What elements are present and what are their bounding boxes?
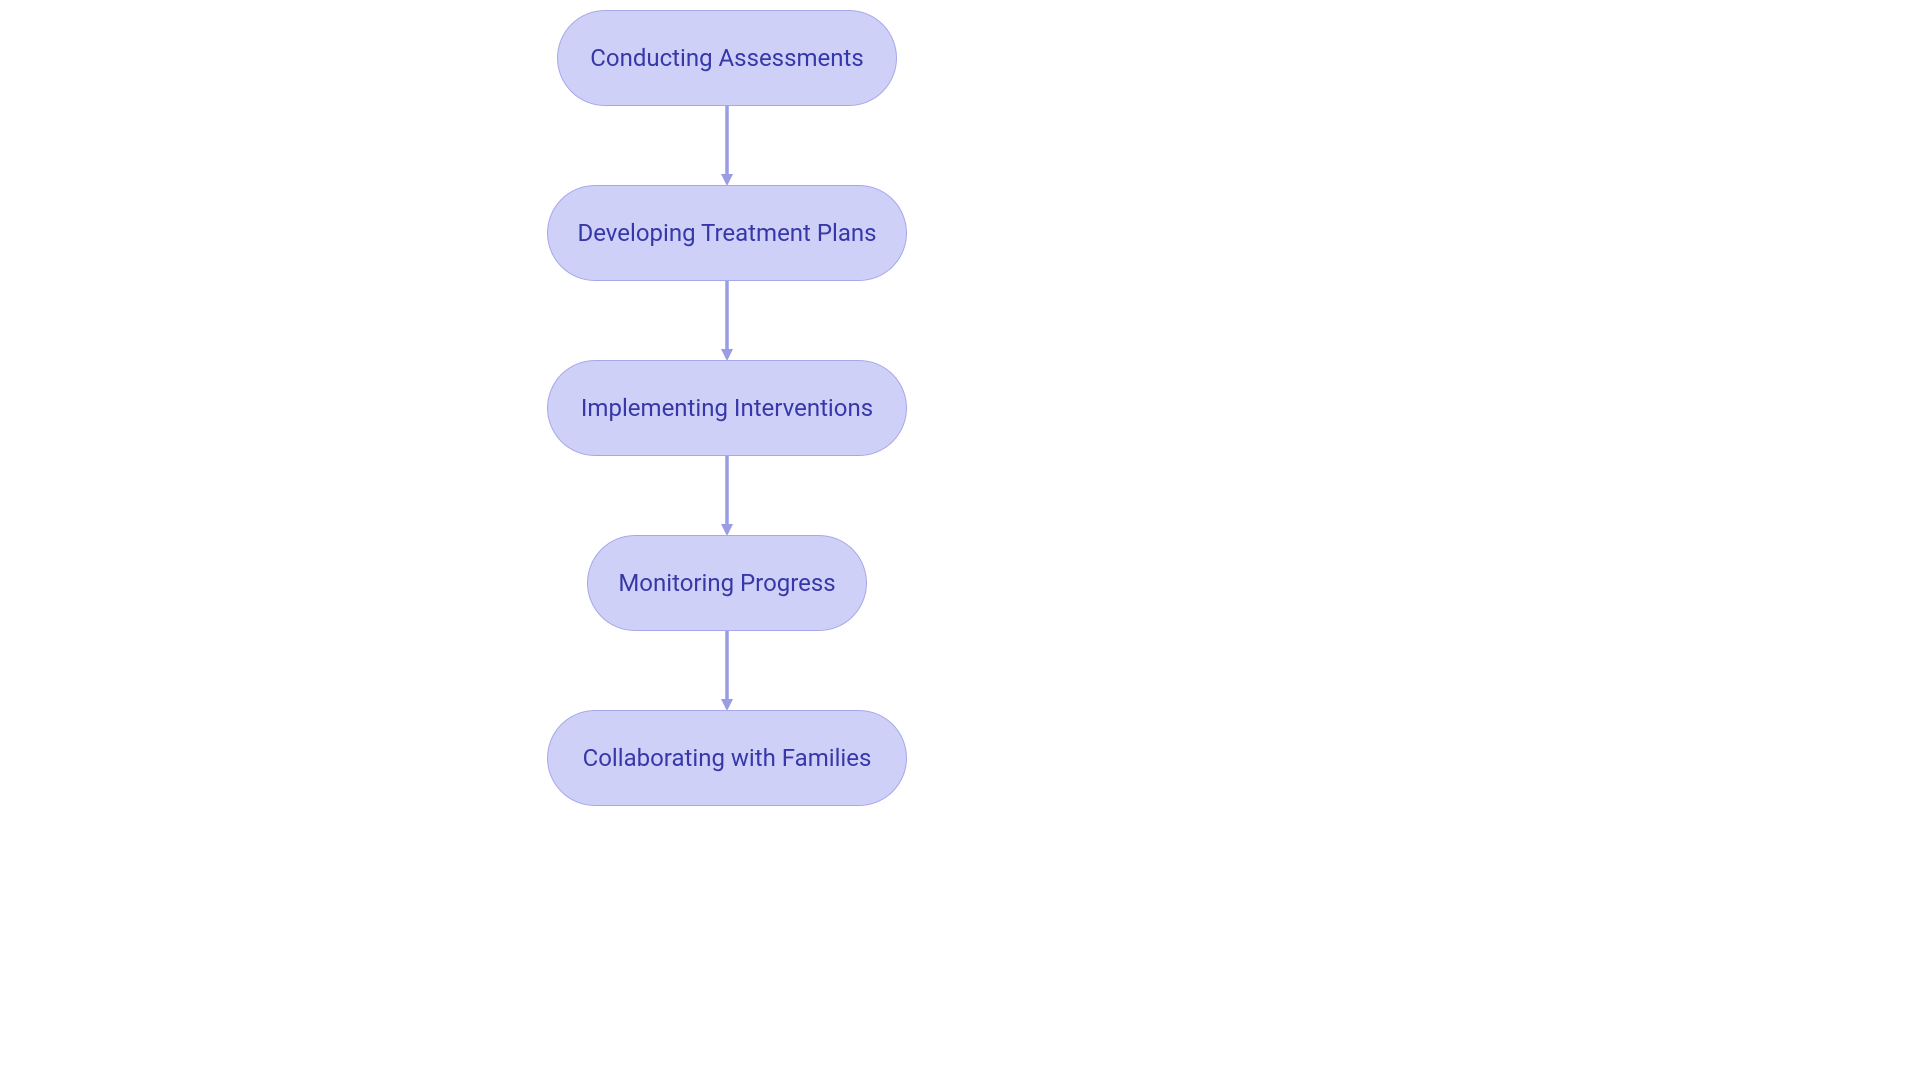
flow-node-label: Implementing Interventions [581,394,873,422]
flow-node-label: Monitoring Progress [618,569,835,597]
flow-node-assessments: Conducting Assessments [557,10,897,106]
flow-node-treatment-plans: Developing Treatment Plans [547,185,907,281]
flow-node-label: Conducting Assessments [590,44,863,72]
flow-node-collaborating: Collaborating with Families [547,710,907,806]
flowchart-canvas: Conducting Assessments Developing Treatm… [0,0,1920,1083]
flow-node-label: Developing Treatment Plans [577,219,876,247]
flow-node-label: Collaborating with Families [583,744,872,772]
flowchart-edges [0,0,1920,1083]
flow-node-monitoring: Monitoring Progress [587,535,867,631]
flow-node-interventions: Implementing Interventions [547,360,907,456]
